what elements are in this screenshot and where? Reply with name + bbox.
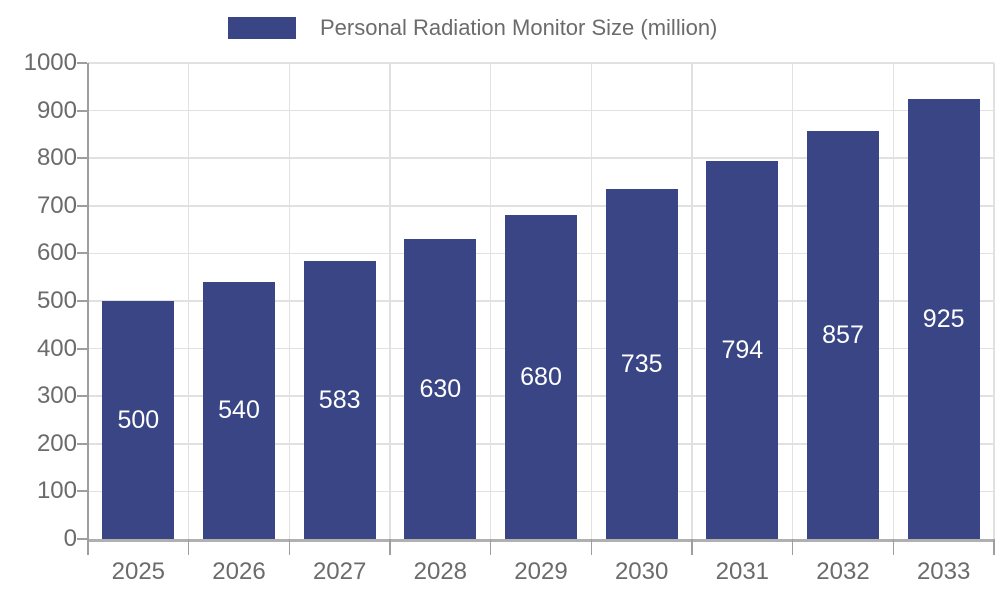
gridline-vertical (590, 63, 593, 539)
x-tick-label: 2032 (816, 558, 870, 585)
x-tick-label: 2030 (614, 558, 669, 585)
y-tick-label: 100 (36, 477, 77, 505)
chart-legend[interactable]: Personal Radiation Monitor Size (million… (228, 15, 717, 41)
bar: 540 (203, 281, 275, 539)
bar: 680 (505, 215, 577, 539)
gridline-vertical (892, 63, 895, 539)
bar-value-label: 680 (520, 363, 562, 392)
gridline-vertical (691, 63, 693, 539)
y-tick-mark (77, 252, 87, 255)
y-tick-label: 600 (36, 239, 77, 267)
y-tick-mark (77, 109, 87, 112)
x-tick-label: 2031 (715, 558, 770, 585)
x-tick-label: 2029 (514, 558, 568, 585)
x-tick-label: 2028 (413, 558, 468, 585)
bar-value-label: 500 (117, 406, 160, 434)
gridline-vertical (187, 63, 190, 539)
bar: 925 (907, 98, 980, 539)
x-tick-mark (691, 539, 693, 555)
y-tick-mark (77, 300, 87, 302)
bar-value-label: 794 (721, 336, 764, 365)
x-tick-mark (187, 539, 190, 555)
bar-value-label: 630 (419, 375, 462, 404)
x-tick-mark (791, 539, 794, 555)
y-tick-mark (77, 62, 87, 64)
bar-value-label: 735 (620, 350, 663, 379)
x-tick-mark (892, 539, 895, 555)
gridline-horizontal (88, 62, 994, 64)
y-tick-label: 500 (36, 287, 77, 314)
x-tick-mark (489, 539, 492, 555)
y-tick-mark (77, 347, 87, 350)
x-tick-mark (590, 539, 593, 555)
gridline-vertical (993, 63, 995, 539)
bar: 630 (404, 239, 477, 539)
x-tick-mark (389, 539, 391, 555)
gridline-vertical (389, 63, 391, 539)
x-axis-line (87, 539, 995, 542)
bar: 735 (605, 189, 678, 539)
y-tick-label: 300 (36, 382, 77, 410)
bar: 857 (807, 131, 879, 539)
y-tick-label: 400 (36, 334, 77, 362)
y-tick-label: 1000 (23, 49, 77, 76)
y-tick-label: 0 (63, 525, 77, 552)
bar-value-label: 925 (922, 304, 965, 333)
legend-swatch-icon (228, 17, 296, 39)
x-tick-mark (87, 539, 89, 555)
x-tick-label: 2033 (916, 558, 971, 585)
x-tick-mark (288, 539, 291, 555)
y-tick-mark (77, 204, 87, 207)
y-tick-mark (77, 538, 87, 540)
gridline-vertical (791, 63, 794, 539)
y-axis-line (87, 63, 89, 539)
y-tick-mark (77, 157, 87, 160)
y-tick-mark (77, 442, 87, 445)
bar: 500 (102, 301, 175, 539)
legend-label: Personal Radiation Monitor Size (million… (320, 15, 718, 40)
x-tick-label: 2027 (312, 558, 367, 585)
gridline-horizontal (88, 109, 994, 112)
bar-value-label: 540 (218, 396, 260, 425)
bar: 583 (303, 261, 376, 539)
y-tick-label: 200 (36, 429, 77, 457)
gridline-vertical (288, 63, 291, 539)
gridline-vertical (489, 63, 492, 539)
bar-value-label: 583 (318, 386, 361, 415)
bar: 794 (706, 161, 779, 539)
x-tick-label: 2026 (212, 558, 266, 585)
gridline-horizontal (88, 205, 994, 207)
y-tick-mark (77, 395, 87, 398)
y-tick-mark (77, 490, 87, 493)
bar-value-label: 857 (822, 321, 864, 350)
y-tick-label: 900 (36, 96, 77, 124)
gridline-horizontal (88, 157, 994, 159)
x-tick-label: 2025 (111, 558, 166, 585)
y-tick-label: 800 (36, 144, 77, 172)
x-tick-mark (993, 539, 995, 555)
y-tick-label: 700 (36, 191, 77, 219)
